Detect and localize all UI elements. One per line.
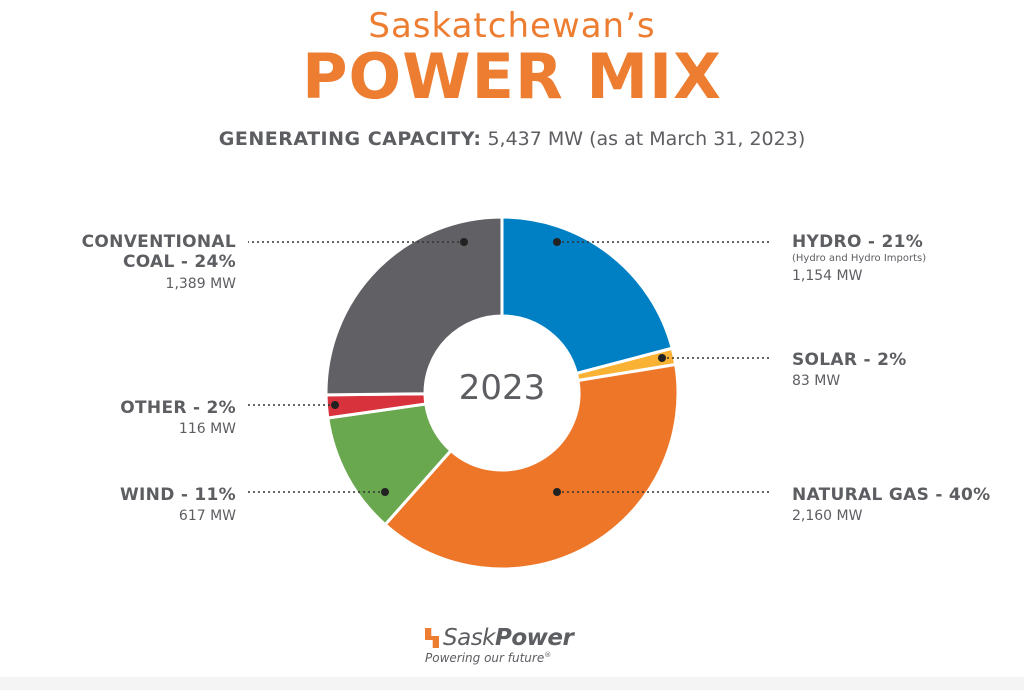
capacity-value: 5,437 MW (as at March 31, 2023) — [487, 128, 806, 150]
capacity-label: GENERATING CAPACITY: — [218, 128, 482, 150]
lightning-bolt-icon — [425, 628, 439, 648]
slice-label: HYDRO - 21% — [792, 232, 924, 252]
label-other: OTHER - 2% 116 MW — [120, 398, 236, 438]
slice-label: SOLAR - 2% — [792, 350, 907, 370]
slice-label: CONVENTIONAL COAL - 24% — [81, 232, 236, 273]
slice-value: 2,160 MW — [792, 508, 863, 525]
label-natural-gas: NATURAL GAS - 40% 2,160 MW — [792, 485, 991, 525]
leader-dot — [331, 401, 339, 409]
label-solar: SOLAR - 2% 83 MW — [792, 350, 907, 390]
label-conventional-coal: CONVENTIONAL COAL - 24% 1,389 MW — [82, 232, 236, 293]
center-year-label: 2023 — [458, 368, 546, 408]
leader-dot — [460, 238, 468, 246]
label-hydro: HYDRO - 21% (Hydro and Hydro Imports) 1,… — [792, 232, 926, 285]
slice-value: 83 MW — [792, 373, 841, 390]
leader-dot — [381, 488, 389, 496]
slice-label: WIND - 11% — [120, 485, 236, 505]
slice-label: NATURAL GAS - 40% — [792, 485, 991, 505]
slice-label: OTHER - 2% — [120, 398, 236, 418]
label-wind: WIND - 11% 617 MW — [120, 485, 236, 525]
leader-dot — [553, 238, 561, 246]
footer-bar — [0, 677, 1024, 690]
leader-dot — [553, 488, 561, 496]
logo-brand: SaskPower — [425, 625, 574, 651]
logo-tagline: Powering our future® — [425, 651, 552, 665]
slice-natural-gas — [383, 362, 680, 571]
slice-value: 1,154 MW — [792, 268, 863, 285]
chart-subtitle: Saskatchewan’s — [368, 6, 656, 46]
saskpower-logo: SaskPower Powering our future® — [425, 625, 574, 665]
chart-title: POWER MIX — [302, 40, 722, 113]
generating-capacity: GENERATING CAPACITY: 5,437 MW (as at Mar… — [0, 128, 1024, 150]
leader-dot — [658, 354, 666, 362]
slice-conventional-coal — [324, 215, 504, 397]
slice-value: 1,389 MW — [165, 275, 236, 292]
slice-value: 617 MW — [178, 508, 236, 525]
slice-hydro — [500, 215, 675, 376]
slice-value: 116 MW — [178, 421, 236, 438]
slice-note: (Hydro and Hydro Imports) — [792, 253, 927, 265]
